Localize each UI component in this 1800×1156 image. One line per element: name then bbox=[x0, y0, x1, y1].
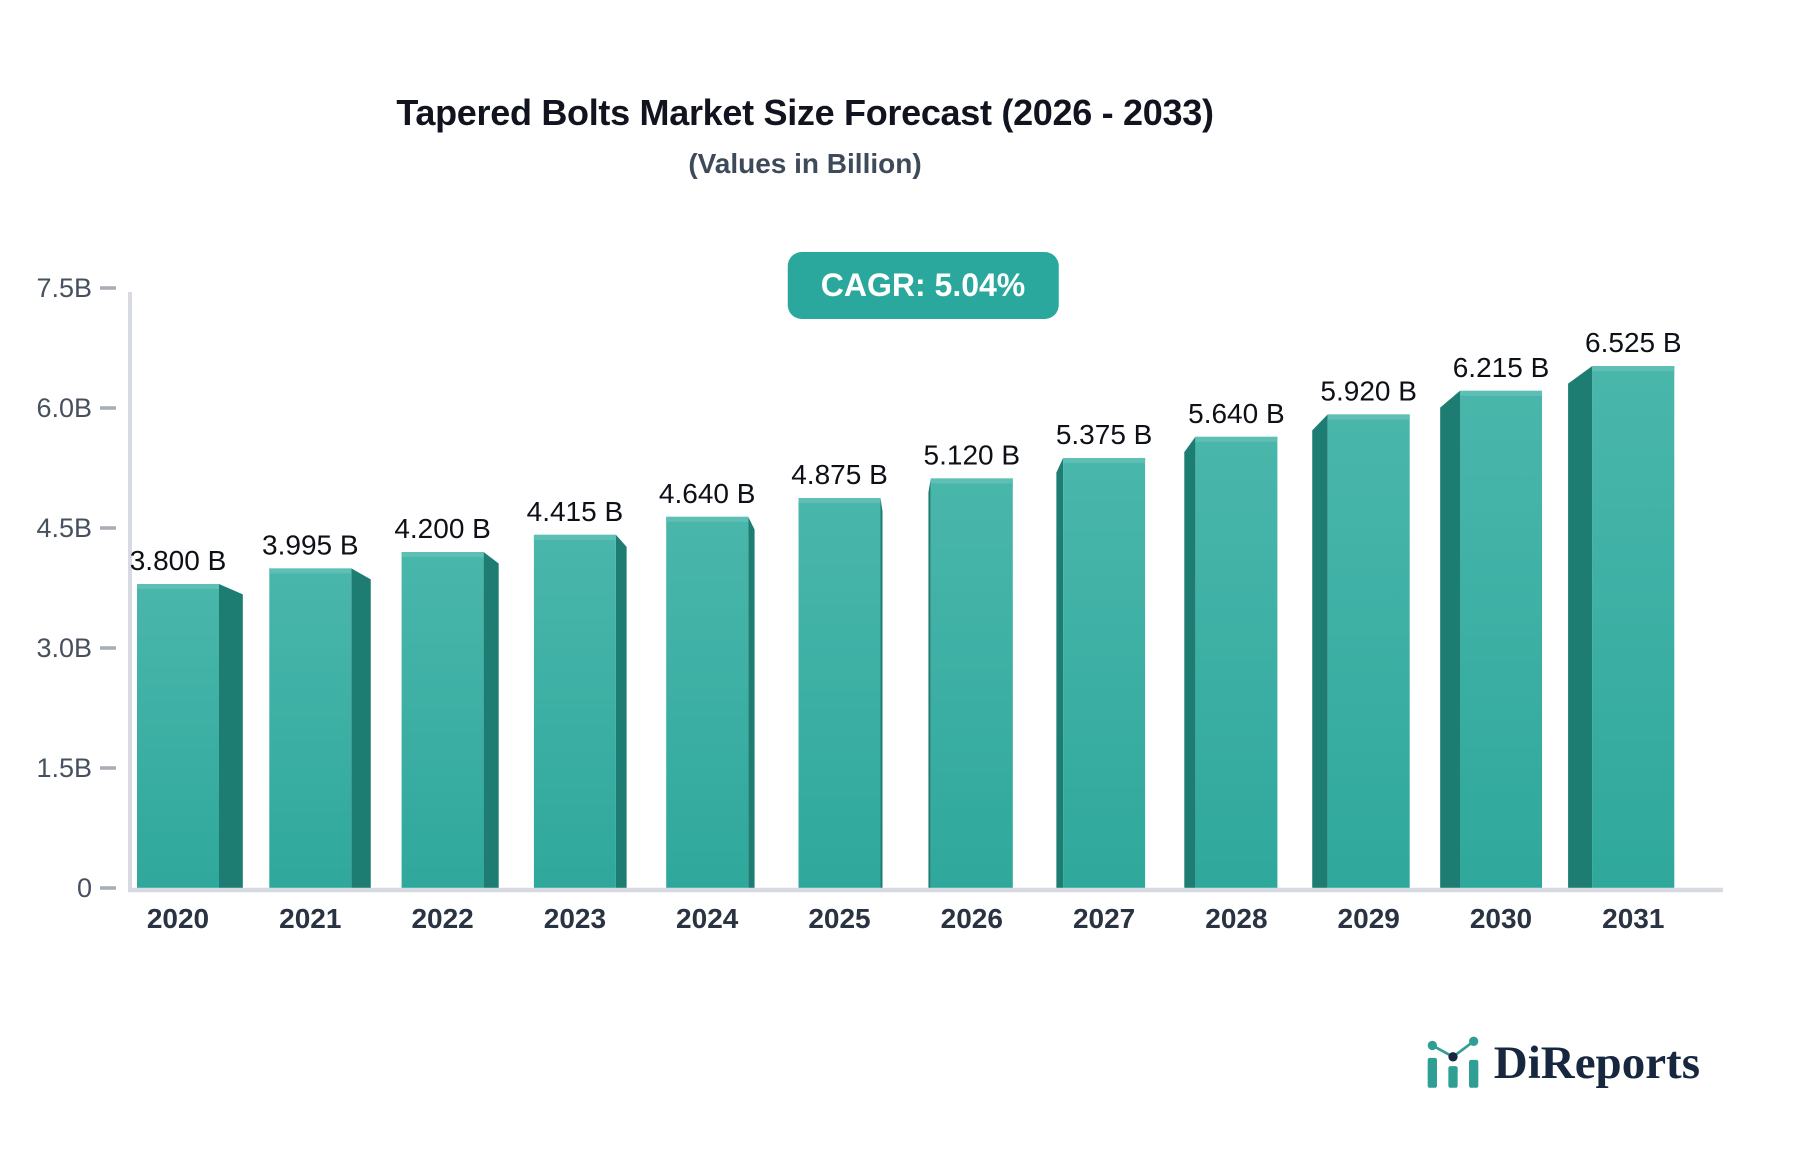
x-tick-label: 2020 bbox=[147, 903, 209, 934]
bar-side-face bbox=[1056, 458, 1064, 888]
bar-side-face bbox=[1440, 390, 1460, 888]
bar-top-edge bbox=[1195, 436, 1278, 442]
bar-front-face bbox=[666, 516, 749, 888]
bar-front-face bbox=[1460, 390, 1542, 888]
bar-2027[interactable]: 5.375 B 2027 bbox=[1056, 419, 1153, 934]
value-label: 3.995 B bbox=[262, 529, 359, 560]
bar-top-edge bbox=[533, 534, 616, 540]
bar-front-face bbox=[798, 498, 881, 888]
bar-top-edge bbox=[1460, 390, 1542, 396]
bar-front-face bbox=[401, 552, 484, 888]
bar-top-edge bbox=[1592, 366, 1675, 371]
bar-2026[interactable]: 5.120 B 2026 bbox=[924, 439, 1021, 934]
value-label: 4.200 B bbox=[394, 513, 491, 544]
value-label: 6.215 B bbox=[1453, 352, 1550, 383]
bar-front-face bbox=[1592, 366, 1675, 888]
bar-side-face bbox=[1312, 414, 1328, 888]
bar-2025[interactable]: 4.875 B 2025 bbox=[791, 459, 888, 934]
bar-top-edge bbox=[269, 568, 352, 574]
x-tick-label: 2023 bbox=[544, 903, 606, 934]
bar-2031[interactable]: 6.525 B 2031 bbox=[1568, 327, 1682, 934]
bar-front-face bbox=[533, 534, 616, 888]
x-tick-label: 2021 bbox=[279, 903, 341, 934]
chart-title: Tapered Bolts Market Size Forecast (2026… bbox=[396, 92, 1214, 133]
value-label: 5.640 B bbox=[1188, 398, 1285, 429]
bar-2020[interactable]: 3.800 B 2020 bbox=[130, 545, 243, 934]
bar-top-edge bbox=[1327, 414, 1410, 420]
y-tick-label: 1.5B bbox=[36, 753, 92, 783]
bar-top-edge bbox=[1063, 458, 1146, 463]
bar-top-edge bbox=[401, 552, 484, 557]
bar-front-face bbox=[137, 584, 219, 888]
bar-side-face bbox=[615, 534, 627, 888]
value-label: 5.120 B bbox=[924, 439, 1021, 470]
bar-2029[interactable]: 5.920 B 2029 bbox=[1312, 375, 1417, 934]
bar-top-edge bbox=[137, 584, 219, 589]
bar-2030[interactable]: 6.215 B 2030 bbox=[1440, 352, 1549, 934]
bar-top-edge bbox=[666, 516, 749, 522]
value-label: 4.640 B bbox=[659, 478, 756, 509]
mini-bar-chart-icon bbox=[1427, 1036, 1479, 1088]
x-tick-label: 2022 bbox=[411, 903, 473, 934]
chart-subtitle: (Values in Billion) bbox=[688, 148, 922, 179]
brand-name: DiReports bbox=[1493, 1036, 1700, 1089]
y-tick-label: 0 bbox=[77, 873, 92, 903]
value-label: 5.375 B bbox=[1056, 419, 1153, 450]
y-tick-label: 6.0B bbox=[36, 393, 92, 423]
bar-front-face bbox=[1063, 458, 1146, 888]
value-label: 4.415 B bbox=[527, 496, 624, 527]
value-label: 3.800 B bbox=[130, 545, 227, 576]
brand-logo[interactable]: DiReports bbox=[1422, 1032, 1700, 1094]
bar-side-face bbox=[748, 516, 755, 888]
bar-side-face bbox=[483, 552, 499, 888]
bar-side-face bbox=[928, 478, 931, 888]
bar-front-face bbox=[269, 568, 352, 888]
bar-2022[interactable]: 4.200 B 2022 bbox=[394, 513, 499, 934]
x-tick-label: 2031 bbox=[1602, 903, 1664, 934]
bar-side-face bbox=[880, 498, 883, 888]
value-label: 5.920 B bbox=[1320, 375, 1417, 406]
x-tick-label: 2030 bbox=[1470, 903, 1532, 934]
bar-2021[interactable]: 3.995 B 2021 bbox=[262, 529, 371, 934]
bar-front-face bbox=[1327, 414, 1410, 888]
value-label: 4.875 B bbox=[791, 459, 888, 490]
bar-2028[interactable]: 5.640 B 2028 bbox=[1184, 398, 1285, 934]
x-tick-label: 2024 bbox=[676, 903, 739, 934]
x-tick-label: 2027 bbox=[1073, 903, 1135, 934]
bar-side-face bbox=[351, 568, 371, 888]
value-label: 6.525 B bbox=[1585, 327, 1682, 358]
bar-top-edge bbox=[798, 498, 881, 503]
cagr-badge: CAGR: 5.04% bbox=[787, 252, 1059, 319]
y-tick-label: 4.5B bbox=[36, 513, 92, 543]
x-tick-label: 2025 bbox=[808, 903, 870, 934]
bar-front-face bbox=[930, 478, 1013, 888]
bar-2023[interactable]: 4.415 B 2023 bbox=[527, 496, 627, 934]
x-tick-label: 2029 bbox=[1338, 903, 1400, 934]
bar-side-face bbox=[219, 584, 243, 888]
x-tick-label: 2028 bbox=[1205, 903, 1267, 934]
chart-header: Tapered Bolts Market Size Forecast (2026… bbox=[396, 92, 1214, 180]
bar-front-face bbox=[1195, 436, 1278, 888]
bar-side-face bbox=[1184, 436, 1196, 888]
y-tick-label: 3.0B bbox=[36, 633, 92, 663]
y-tick-label: 7.5B bbox=[36, 273, 92, 303]
bar-top-edge bbox=[930, 478, 1013, 484]
bar-2024[interactable]: 4.640 B 2024 bbox=[659, 478, 756, 934]
x-tick-label: 2026 bbox=[941, 903, 1003, 934]
bar-side-face bbox=[1568, 366, 1593, 888]
